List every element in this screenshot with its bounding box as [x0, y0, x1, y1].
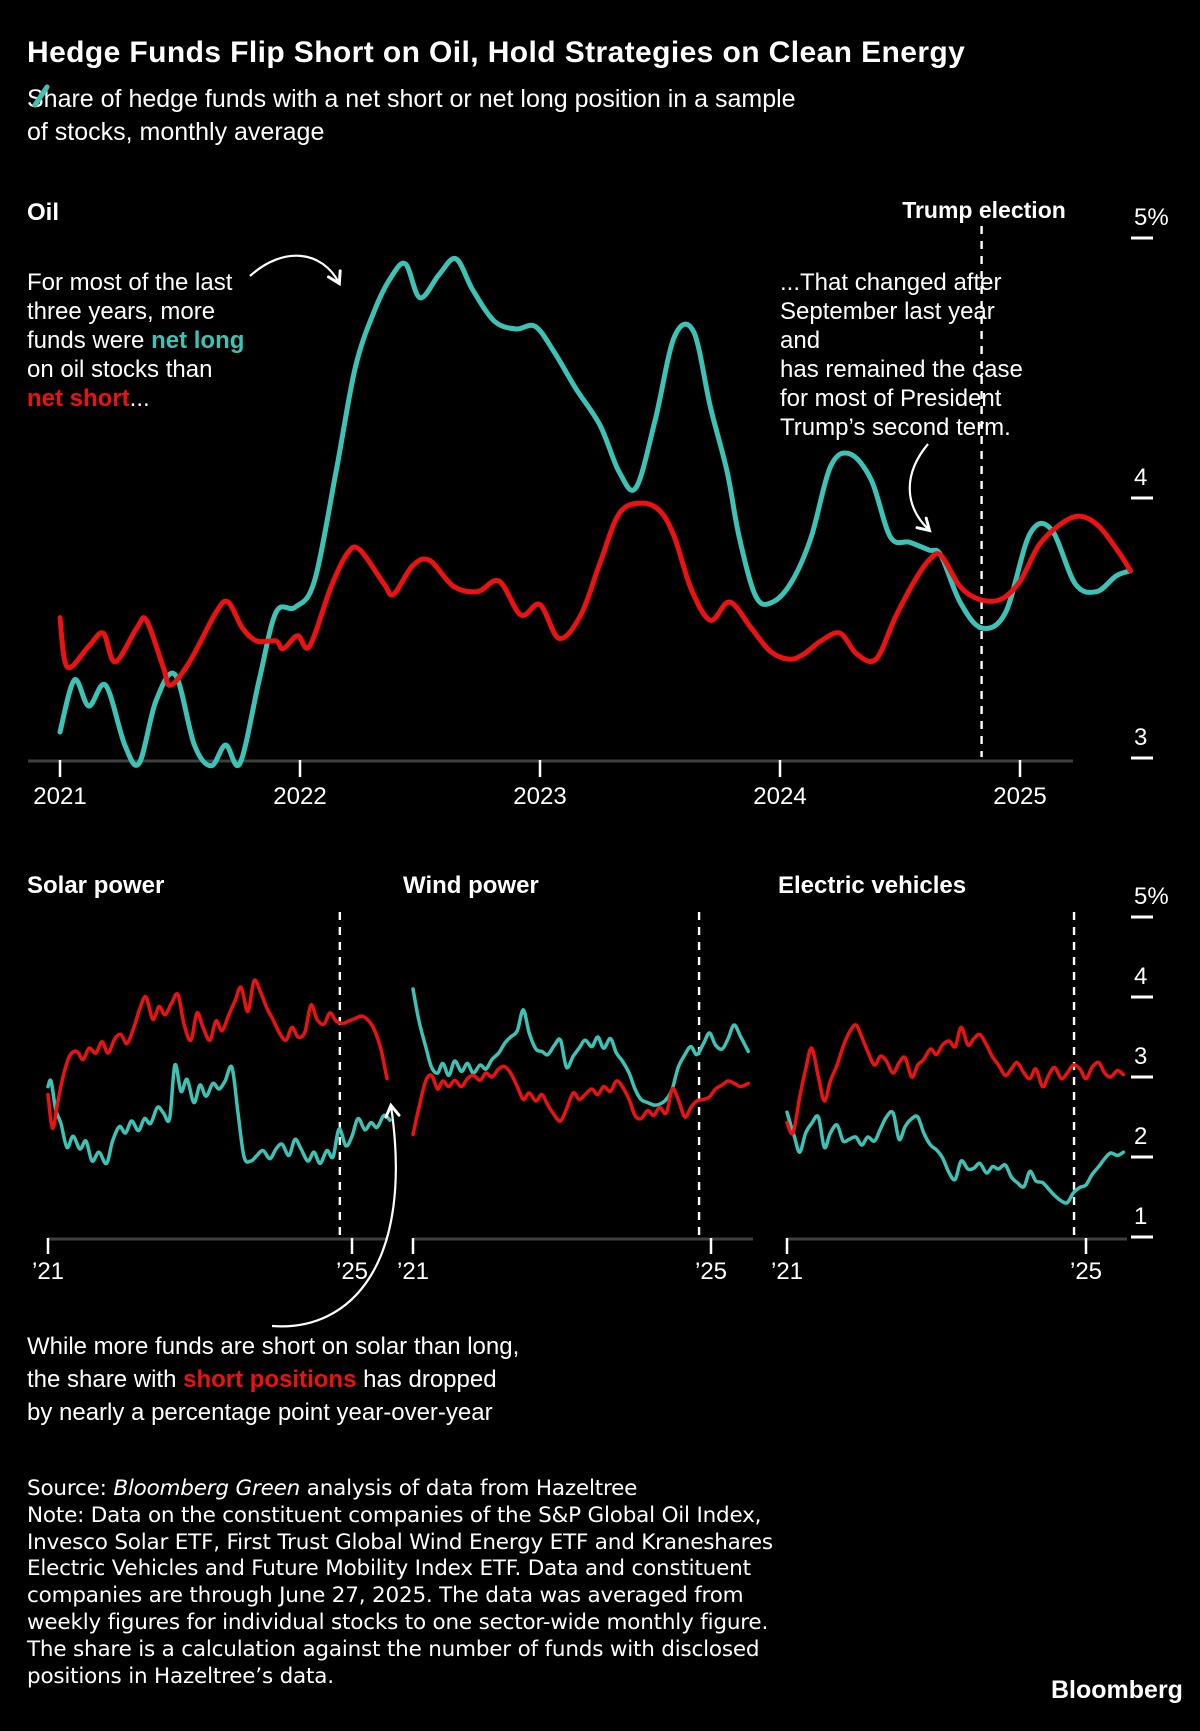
- annotation-arrow-crossover: [908, 443, 932, 533]
- annotation-net-short: net short: [27, 385, 130, 412]
- bloomberg-logo: Bloomberg: [1051, 1676, 1183, 1704]
- solar-annotation: While more funds are short on solar than…: [27, 1330, 519, 1429]
- annotation-line: September last year: [780, 298, 995, 325]
- annotation-arrow-net-long: [249, 254, 342, 287]
- annotation-line: and: [780, 327, 821, 354]
- axes-layer: [28, 226, 1153, 1254]
- annotation-line: by nearly a percentage point year-over-y…: [27, 1399, 493, 1426]
- annotation-line: ...That changed after: [780, 269, 1002, 296]
- trump-election-label: Trump election: [902, 197, 1066, 223]
- note-line: companies are through June 27, 2025. The…: [27, 1583, 744, 1609]
- wind-series-net-short: [411, 1064, 751, 1137]
- annotation-short-positions: short positions: [183, 1366, 357, 1393]
- wind-series-net-long: [411, 987, 751, 1107]
- series-layer: [46, 255, 1133, 1205]
- annotation-line: three years, more: [27, 298, 216, 325]
- note-line: positions in Hazeltree’s data.: [27, 1663, 334, 1689]
- note-line: Electric Vehicles and Future Mobility In…: [27, 1556, 751, 1582]
- annotation-line: on oil stocks than: [27, 356, 213, 383]
- oil-series-net-short: [57, 500, 1133, 688]
- annotation-line: has dropped: [363, 1366, 497, 1393]
- annotation-line: For most of the last: [27, 269, 233, 296]
- net-long-swatch-icon: [32, 84, 50, 108]
- annotation-ellipsis: ...: [129, 385, 150, 412]
- annotation-line: the share with: [27, 1366, 177, 1393]
- note-line: Invesco Solar ETF, First Trust Global Wi…: [27, 1529, 773, 1555]
- page-title: Hedge Funds Flip Short on Oil, Hold Stra…: [27, 36, 966, 69]
- source-note: Source: Bloomberg Green analysis of data…: [27, 1476, 987, 1690]
- solar-series-net-short: [46, 978, 389, 1130]
- legend-net-long: net long: [478, 85, 568, 113]
- note-line: The share is a calculation against the n…: [27, 1636, 760, 1662]
- oil-series-net-long: [57, 255, 1133, 769]
- oil-right-annotation: ...That changed after September last yea…: [780, 268, 1023, 442]
- wind-chart-title: Wind power: [403, 872, 539, 899]
- annotation-line: for most of President: [780, 385, 1002, 412]
- annotation-line: While more funds are short on solar than…: [27, 1333, 520, 1360]
- annotation-net-long: net long: [151, 327, 245, 354]
- annotation-arrow-solar-drop: [271, 1102, 401, 1328]
- subtitle-suffix: position in a sample: [574, 85, 796, 113]
- note-lines: Note: Data on the constituent companies …: [27, 1503, 987, 1691]
- annotation-line: Trump’s second term.: [780, 414, 1011, 441]
- note-line: weekly figures for individual stocks to …: [27, 1609, 769, 1635]
- annotation-line: has remained the case: [780, 356, 1023, 383]
- ev-series-net-long: [785, 1110, 1126, 1205]
- subtitle-line2: of stocks, monthly average: [27, 118, 325, 146]
- oil-left-annotation: For most of the last three years, more f…: [27, 268, 244, 413]
- legend-net-short: net short: [345, 85, 443, 113]
- oil-chart-title: Oil: [27, 199, 60, 226]
- ev-series-net-short: [785, 1023, 1126, 1136]
- solar-chart-title: Solar power: [27, 872, 165, 899]
- subtitle-prefix: Share of hedge funds with a: [27, 85, 339, 113]
- note-line: Note: Data on the constituent companies …: [27, 1502, 762, 1528]
- ev-chart-title: Electric vehicles: [778, 872, 967, 899]
- annotation-line: funds were: [27, 327, 145, 354]
- chart-subtitle: Share of hedge funds with a net short or…: [27, 83, 1087, 149]
- subtitle-mid: or: [449, 85, 472, 113]
- source-line: Source: Bloomberg Green analysis of data…: [27, 1476, 638, 1501]
- solar-series-net-long: [46, 1062, 392, 1166]
- source-publication: Bloomberg Green: [113, 1476, 301, 1501]
